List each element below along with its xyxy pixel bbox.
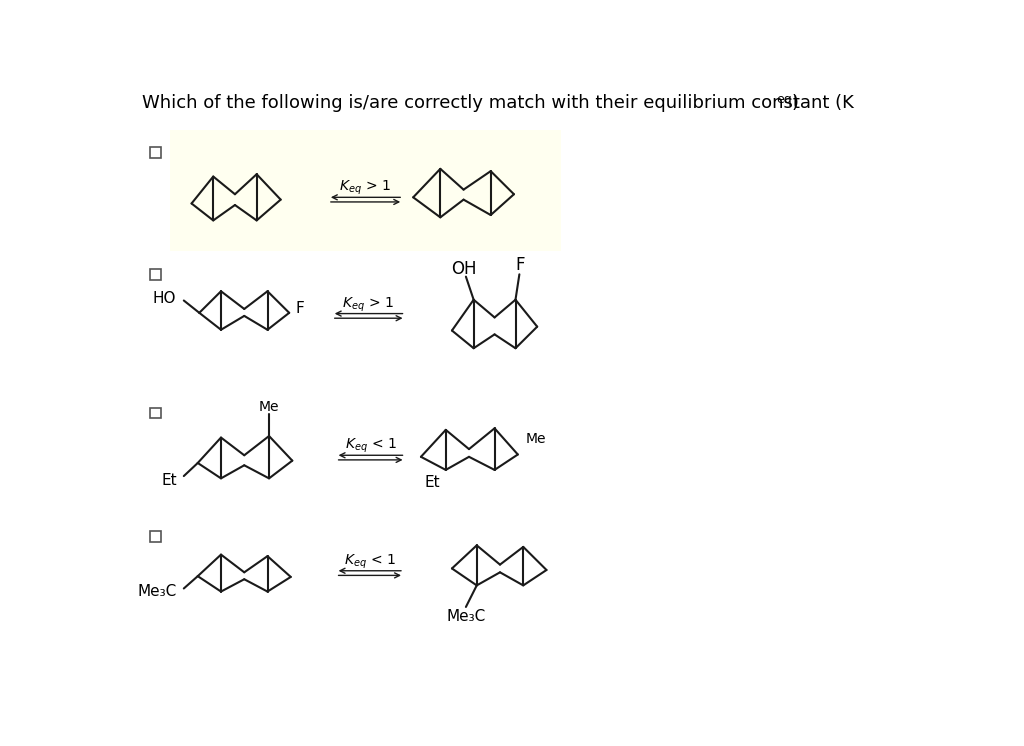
Text: $K_{eq}$ < 1: $K_{eq}$ < 1 [344, 553, 395, 571]
Text: $K_{eq}$ < 1: $K_{eq}$ < 1 [345, 437, 396, 455]
Text: $K_{eq}$ > 1: $K_{eq}$ > 1 [339, 179, 390, 197]
Text: F: F [515, 256, 525, 274]
FancyBboxPatch shape [170, 130, 561, 251]
Text: Et: Et [425, 474, 440, 489]
Bar [150, 530, 161, 542]
Text: Which of the following is/are correctly match with their equilibrium constant (K: Which of the following is/are correctly … [142, 95, 854, 113]
Text: F: F [295, 301, 304, 316]
Text: HO: HO [153, 292, 176, 307]
Text: $K_{eq}$ > 1: $K_{eq}$ > 1 [342, 296, 394, 314]
Text: ): ) [792, 95, 799, 113]
Text: Me₃C: Me₃C [137, 584, 177, 599]
Text: eq: eq [776, 93, 793, 107]
Text: Et: Et [162, 473, 177, 488]
Text: Me: Me [259, 400, 280, 414]
Bar [150, 269, 161, 280]
Bar [150, 147, 161, 158]
Text: Me: Me [525, 432, 546, 446]
Text: Me₃C: Me₃C [446, 609, 485, 624]
Text: OH: OH [452, 260, 477, 278]
Bar [150, 407, 161, 419]
